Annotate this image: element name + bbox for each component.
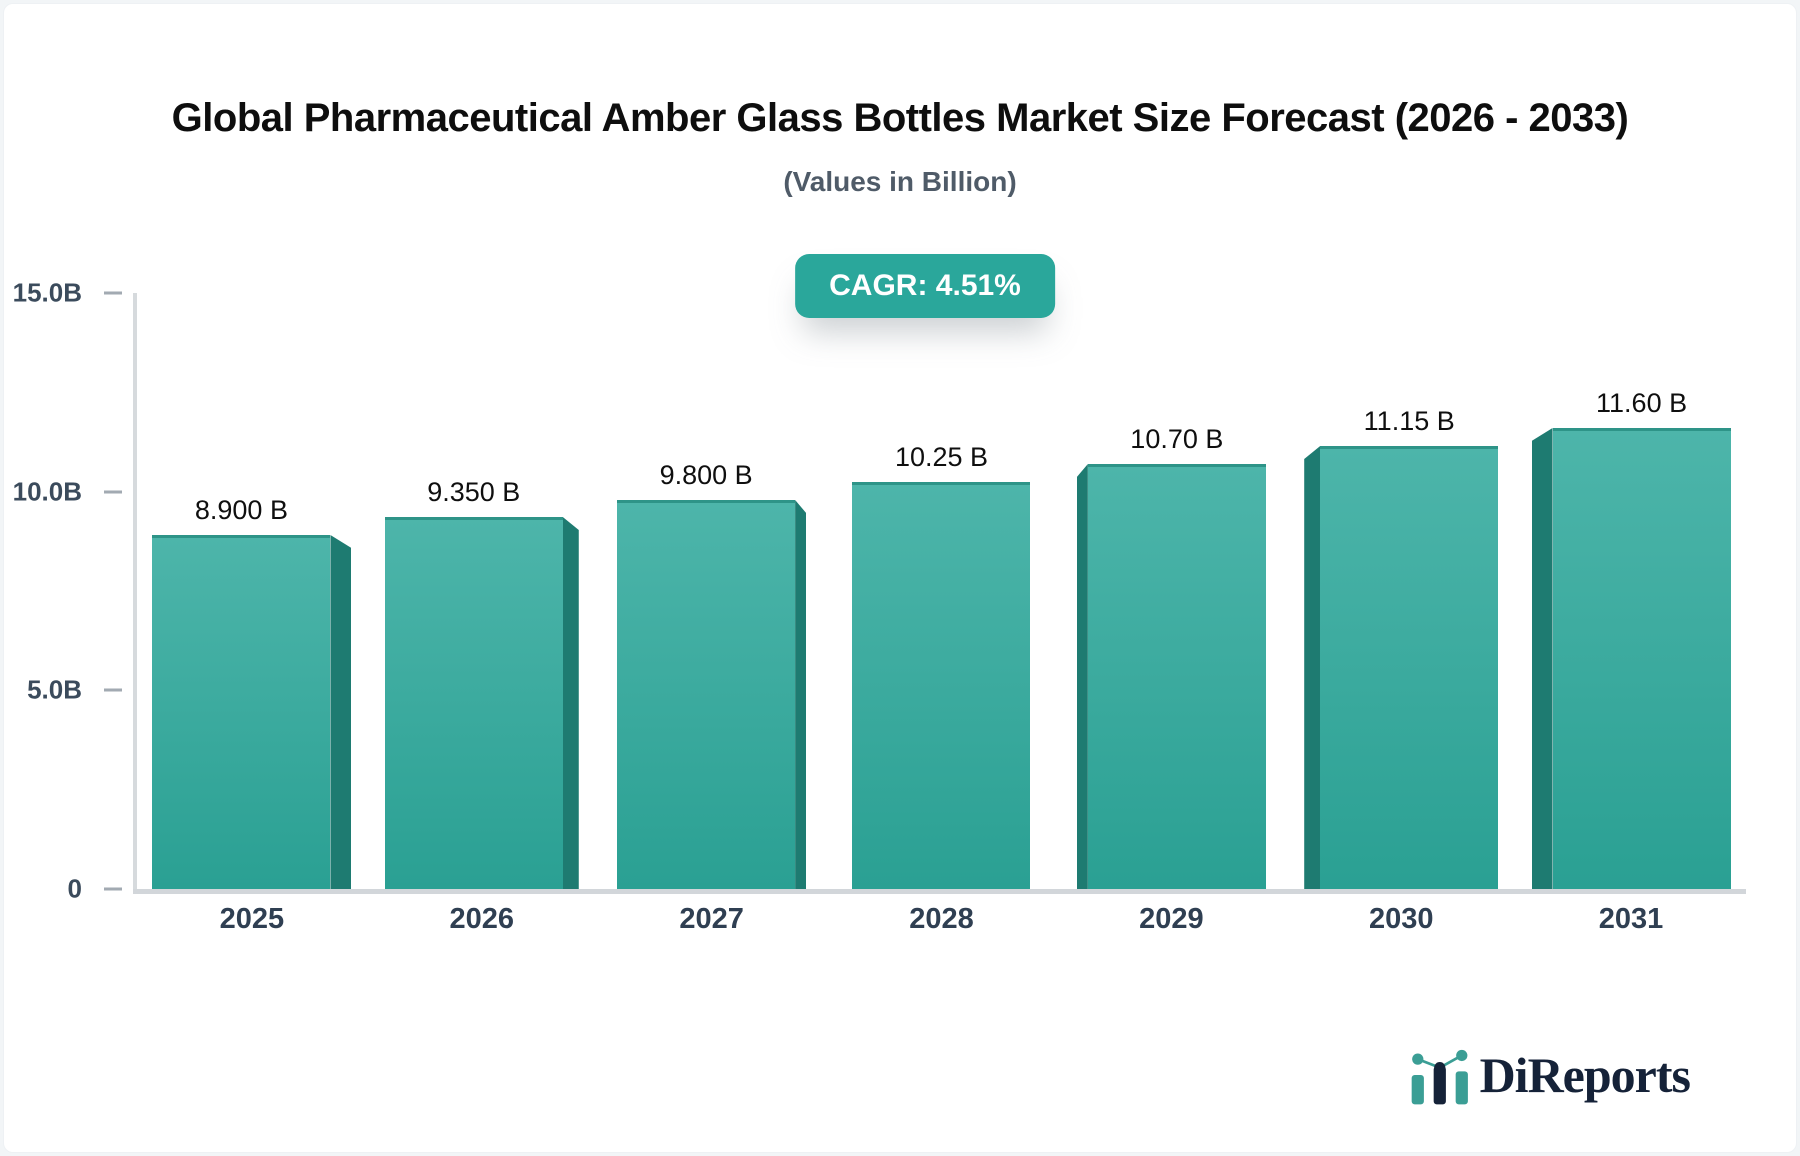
bar-2025-side-face	[330, 535, 352, 889]
bar-slot-2027: 9.800 B 2027	[597, 293, 827, 935]
x-axis-label-2031: 2031	[1598, 903, 1664, 935]
bar-2029	[1087, 464, 1266, 889]
y-tick-mark	[104, 490, 122, 494]
x-axis-baseline	[133, 889, 1746, 894]
bar-slot-2030: 11.15 B 2030	[1286, 293, 1516, 935]
chart-title: Global Pharmaceutical Amber Glass Bottle…	[171, 96, 1629, 140]
direports-logo: DiReports	[1408, 1044, 1691, 1106]
bar-2030-side-face	[1304, 446, 1321, 889]
bar-chart-plot-area: 15.0B 10.0B 5.0B 0 8.900 B 2025 9.350 B 2026 9.8…	[13, 278, 1746, 935]
bar-slot-2029: 10.70 B 2029	[1056, 293, 1286, 935]
x-axis-label-2027: 2027	[679, 903, 744, 935]
y-tick-mark	[104, 688, 122, 692]
bar-2027-side-face	[795, 500, 807, 889]
bar-2027	[617, 500, 796, 889]
bar-2031	[1552, 428, 1731, 889]
bar-2028	[852, 482, 1031, 889]
y-tick-label: 5.0B	[27, 674, 82, 705]
x-axis-label-2025: 2025	[219, 903, 285, 935]
x-axis-label-2026: 2026	[449, 903, 515, 935]
bar-2026	[384, 517, 563, 889]
chart-subtitle: (Values in Billion)	[783, 166, 1017, 197]
bar-value-label: 8.900 B	[194, 495, 288, 525]
x-axis-label-2028: 2028	[909, 903, 974, 935]
bar-slot-2026: 9.350 B 2026	[367, 293, 597, 935]
bar-value-label: 9.800 B	[659, 460, 753, 490]
y-axis-line	[133, 293, 137, 889]
y-tick-mark	[104, 887, 122, 891]
bar-value-label: 11.60 B	[1596, 388, 1688, 418]
bar-2029-side-face	[1076, 464, 1088, 889]
bar-slot-2031: 11.60 B 2031	[1516, 293, 1746, 935]
cagr-badge: CAGR: 4.51%	[795, 254, 1055, 318]
bar-value-label: 11.15 B	[1363, 406, 1455, 436]
bar-chart-logo-icon	[1411, 1049, 1468, 1105]
bar-2026-side-face	[562, 517, 579, 889]
y-tick-label: 10.0B	[12, 476, 82, 507]
bar-value-label: 10.70 B	[1130, 424, 1224, 454]
y-tick-label: 15.0B	[12, 277, 82, 308]
bar-value-label: 9.350 B	[427, 477, 521, 507]
bar-2025	[152, 535, 331, 889]
logo-text: DiReports	[1479, 1047, 1691, 1103]
bar-2030	[1320, 446, 1499, 889]
y-tick-label: 0	[67, 873, 82, 904]
chart-card: Global Pharmaceutical Amber Glass Bottle…	[3, 3, 1797, 1153]
x-axis-label-2030: 2030	[1368, 903, 1434, 935]
bar-slot-2028: 10.25 B 2028	[827, 293, 1057, 935]
y-tick-mark	[104, 291, 122, 295]
bar-slot-2025: 8.900 B 2025	[137, 293, 367, 935]
bar-2031-side-face	[1531, 428, 1553, 889]
bar-value-label: 10.25 B	[894, 442, 989, 472]
x-axis-label-2029: 2029	[1139, 903, 1204, 935]
